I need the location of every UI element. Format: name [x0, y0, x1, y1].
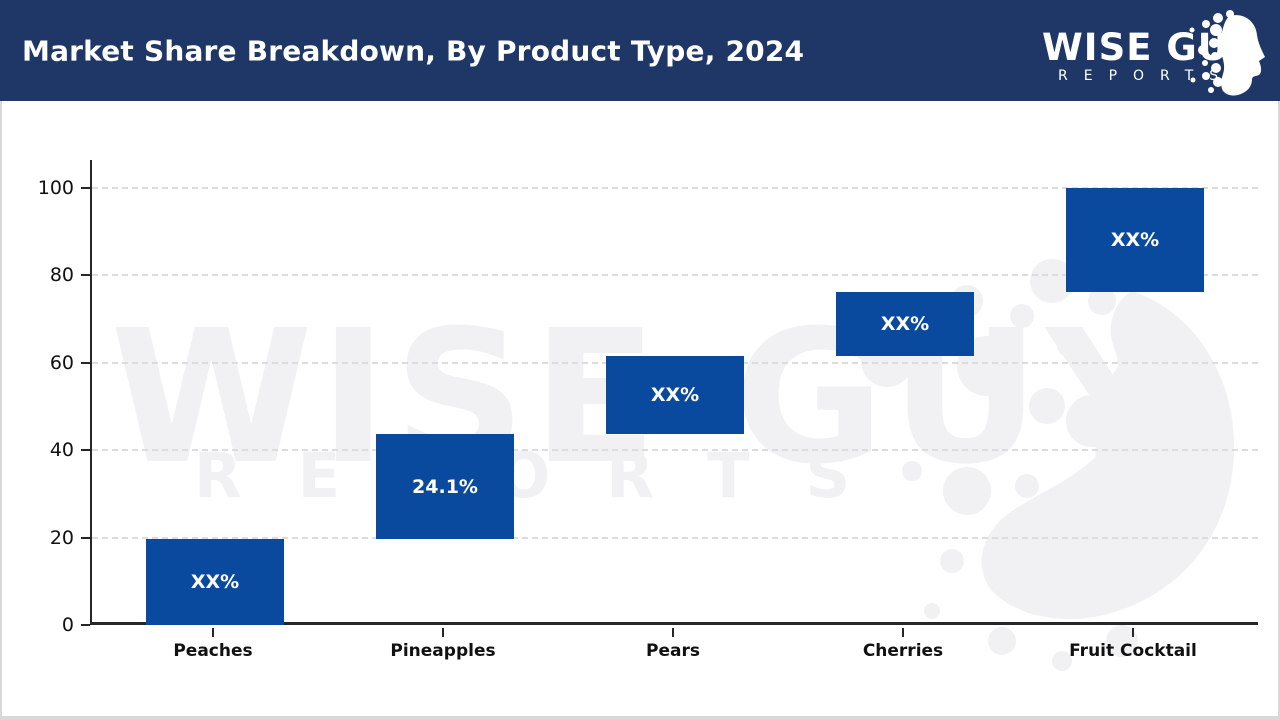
gridline-20 [92, 536, 1258, 539]
brand-logo: WISE GUY REPORTS [1006, 8, 1266, 96]
bar-value-label: XX% [1110, 228, 1160, 251]
bar-fruit-cocktail: XX% [1066, 187, 1204, 292]
x-tick-mark-5 [1132, 628, 1134, 637]
x-tick-label-pears: Pears [646, 641, 700, 661]
bar-value-label: XX% [190, 571, 240, 594]
page-title: Market Share Breakdown, By Product Type,… [22, 34, 805, 67]
bar-value-label: XX% [650, 384, 700, 407]
gridline-40 [92, 449, 1258, 452]
logo-face-icon [1188, 10, 1265, 96]
x-tick-label-fruit-cocktail: Fruit Cocktail [1069, 641, 1197, 661]
y-tick-mark-80 [81, 274, 90, 277]
x-tick-label-cherries: Cherries [862, 641, 944, 661]
bar-value-label: XX% [880, 312, 930, 335]
bar-cherries: XX% [836, 291, 974, 357]
y-tick-label-0: 0 [61, 614, 74, 636]
y-tick-mark-40 [81, 449, 90, 452]
y-tick-mark-60 [81, 361, 90, 364]
gridline-80 [92, 274, 1258, 277]
y-tick-label-100: 100 [37, 176, 74, 199]
x-tick-mark-1 [212, 628, 214, 637]
y-tick-mark-100 [81, 186, 90, 189]
plot-area: XX% 24.1% XX% XX% XX% [90, 160, 1258, 625]
brand-tagline: REPORTS [1058, 68, 1235, 84]
bar-pears: XX% [606, 356, 744, 434]
y-tick-mark-0 [81, 624, 90, 626]
y-tick-label-80: 80 [49, 264, 74, 287]
y-tick-mark-20 [81, 536, 90, 539]
header: Market Share Breakdown, By Product Type,… [0, 0, 1280, 101]
waterfall-chart: XX% 24.1% XX% XX% XX% 0 20 40 60 80 100 Peaches Pin… [2, 101, 1280, 720]
bar-value-label: 24.1% [412, 475, 478, 498]
bar-peaches: XX% [146, 539, 284, 625]
bar-pineapples: 24.1% [376, 434, 514, 540]
chart-canvas: WISE GUY REPORTS XX% [0, 101, 1280, 720]
gridline-100 [92, 186, 1258, 189]
y-tick-label-40: 40 [49, 439, 74, 462]
x-tick-mark-2 [442, 628, 444, 637]
x-tick-mark-3 [672, 628, 674, 637]
y-tick-label-20: 20 [49, 526, 74, 549]
x-tick-mark-4 [902, 628, 904, 637]
x-tick-label-peaches: Peaches [173, 641, 253, 661]
x-tick-label-pineapples: Pineapples [390, 641, 496, 661]
y-tick-label-60: 60 [49, 351, 74, 374]
